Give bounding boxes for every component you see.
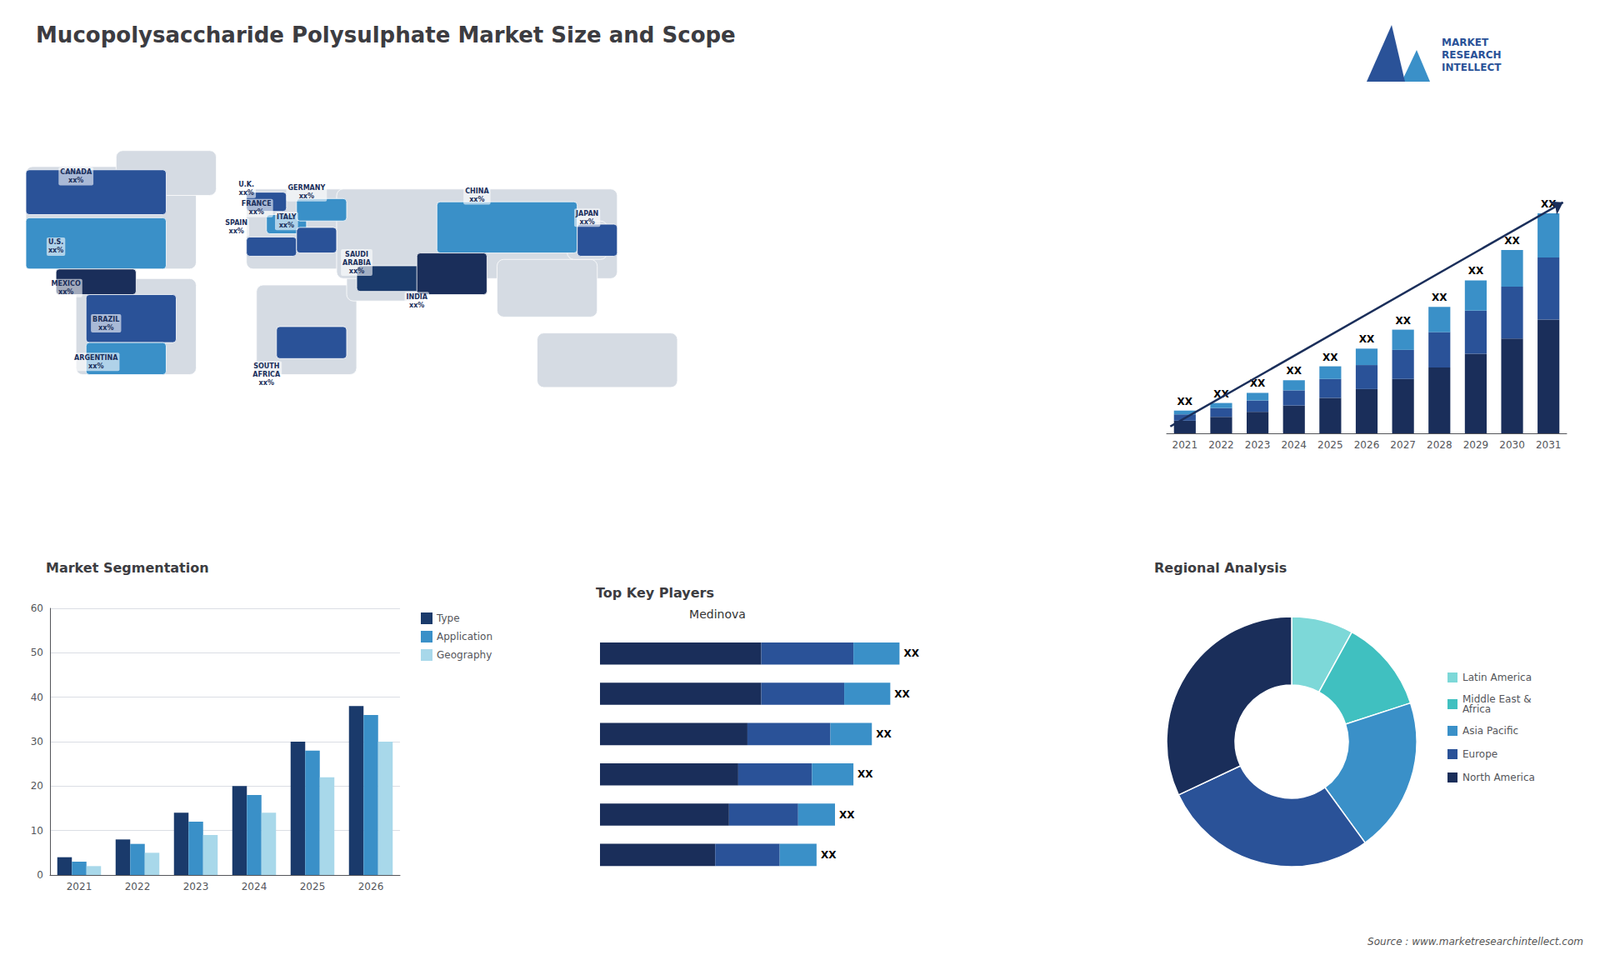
svg-text:xx%: xx%	[239, 189, 255, 197]
svg-text:xx%: xx%	[98, 324, 114, 332]
svg-text:CANADA: CANADA	[60, 168, 93, 176]
svg-text:Middle East &: Middle East &	[1462, 693, 1532, 705]
svg-text:2026: 2026	[358, 880, 385, 893]
svg-text:Europe: Europe	[1462, 748, 1498, 760]
svg-text:2029: 2029	[1463, 439, 1490, 451]
svg-text:XX: XX	[839, 809, 855, 821]
svg-text:MEXICO: MEXICO	[51, 280, 81, 288]
svg-text:2022: 2022	[1208, 439, 1235, 451]
svg-text:xx%: xx%	[259, 379, 275, 387]
svg-text:JAPAN: JAPAN	[575, 210, 599, 218]
svg-text:2024: 2024	[1280, 439, 1307, 451]
svg-text:xx%: xx%	[228, 227, 244, 235]
svg-text:INDIA: INDIA	[405, 293, 428, 301]
svg-text:xx%: xx%	[48, 246, 64, 255]
svg-text:GERMANY: GERMANY	[287, 184, 325, 192]
svg-text:XX: XX	[1249, 377, 1266, 390]
svg-text:2023: 2023	[183, 880, 210, 893]
svg-text:xx%: xx%	[88, 362, 104, 370]
svg-text:30: 30	[30, 735, 44, 748]
svg-text:xx%: xx%	[249, 208, 265, 216]
svg-text:RESEARCH: RESEARCH	[1441, 49, 1502, 61]
svg-text:Market Segmentation: Market Segmentation	[45, 560, 210, 576]
svg-text:2031: 2031	[1535, 439, 1562, 451]
svg-text:Africa: Africa	[1462, 703, 1491, 715]
svg-text:Medinova: Medinova	[689, 607, 746, 621]
svg-text:XX: XX	[1431, 291, 1448, 304]
svg-text:10: 10	[30, 825, 44, 837]
svg-text:CHINA: CHINA	[465, 187, 490, 195]
svg-text:xx%: xx%	[58, 288, 74, 296]
svg-text:XX: XX	[857, 768, 874, 780]
svg-text:U.S.: U.S.	[48, 238, 64, 246]
svg-text:U.K.: U.K.	[238, 180, 255, 189]
svg-text:2025: 2025	[1317, 439, 1344, 451]
svg-text:AFRICA: AFRICA	[252, 370, 281, 379]
svg-text:2021: 2021	[66, 880, 93, 893]
svg-text:Top Key Players: Top Key Players	[595, 585, 715, 601]
svg-text:xx%: xx%	[279, 221, 295, 230]
svg-text:50: 50	[30, 646, 44, 659]
svg-text:xx%: xx%	[580, 218, 595, 226]
svg-text:XX: XX	[1540, 198, 1557, 210]
svg-text:Source : www.marketresearchint: Source : www.marketresearchintellect.com	[1367, 935, 1584, 948]
svg-text:ARABIA: ARABIA	[342, 259, 372, 267]
svg-text:2024: 2024	[241, 880, 268, 893]
svg-text:Geography: Geography	[436, 649, 492, 661]
svg-text:XX: XX	[894, 688, 910, 700]
svg-text:2022: 2022	[125, 880, 151, 893]
svg-text:XX: XX	[1177, 395, 1194, 408]
svg-text:MARKET: MARKET	[1441, 36, 1490, 49]
svg-text:60: 60	[30, 602, 44, 615]
svg-text:XX: XX	[903, 647, 920, 660]
svg-text:xx%: xx%	[299, 192, 315, 200]
svg-text:2025: 2025	[300, 880, 326, 893]
svg-text:Asia Pacific: Asia Pacific	[1462, 725, 1519, 737]
svg-text:XX: XX	[1322, 351, 1339, 364]
svg-text:XX: XX	[1395, 315, 1411, 327]
svg-text:INTELLECT: INTELLECT	[1441, 61, 1502, 74]
svg-text:Application: Application	[436, 630, 493, 643]
svg-text:XX: XX	[1468, 265, 1485, 277]
svg-text:40: 40	[30, 691, 44, 704]
svg-text:Mucopolysaccharide Polysulphat: Mucopolysaccharide Polysulphate Market S…	[35, 22, 736, 48]
svg-text:FRANCE: FRANCE	[241, 200, 272, 208]
svg-text:SOUTH: SOUTH	[253, 362, 280, 370]
svg-text:Type: Type	[435, 612, 460, 625]
svg-text:XX: XX	[820, 849, 837, 861]
svg-text:Regional Analysis: Regional Analysis	[1154, 560, 1287, 576]
svg-text:2026: 2026	[1354, 439, 1380, 451]
svg-text:2021: 2021	[1172, 439, 1199, 451]
svg-text:xx%: xx%	[68, 176, 84, 185]
svg-text:0: 0	[36, 869, 44, 881]
svg-text:XX: XX	[1359, 333, 1375, 345]
svg-text:XX: XX	[1285, 365, 1302, 377]
svg-text:2030: 2030	[1499, 439, 1525, 451]
svg-text:xx%: xx%	[349, 267, 365, 275]
svg-text:2023: 2023	[1245, 439, 1271, 451]
svg-text:2028: 2028	[1426, 439, 1453, 451]
svg-text:Latin America: Latin America	[1462, 671, 1532, 684]
svg-text:SPAIN: SPAIN	[225, 219, 248, 227]
svg-text:XX: XX	[1504, 235, 1520, 247]
svg-text:XX: XX	[875, 728, 892, 740]
svg-text:SAUDI: SAUDI	[345, 250, 369, 259]
svg-text:BRAZIL: BRAZIL	[92, 315, 120, 324]
svg-text:2027: 2027	[1390, 439, 1416, 451]
svg-text:ITALY: ITALY	[276, 213, 297, 221]
svg-text:North America: North America	[1462, 771, 1535, 784]
svg-text:XX: XX	[1213, 388, 1229, 400]
svg-text:xx%: xx%	[409, 301, 425, 310]
svg-text:xx%: xx%	[469, 195, 485, 204]
svg-text:ARGENTINA: ARGENTINA	[74, 354, 119, 362]
svg-text:20: 20	[30, 780, 44, 792]
